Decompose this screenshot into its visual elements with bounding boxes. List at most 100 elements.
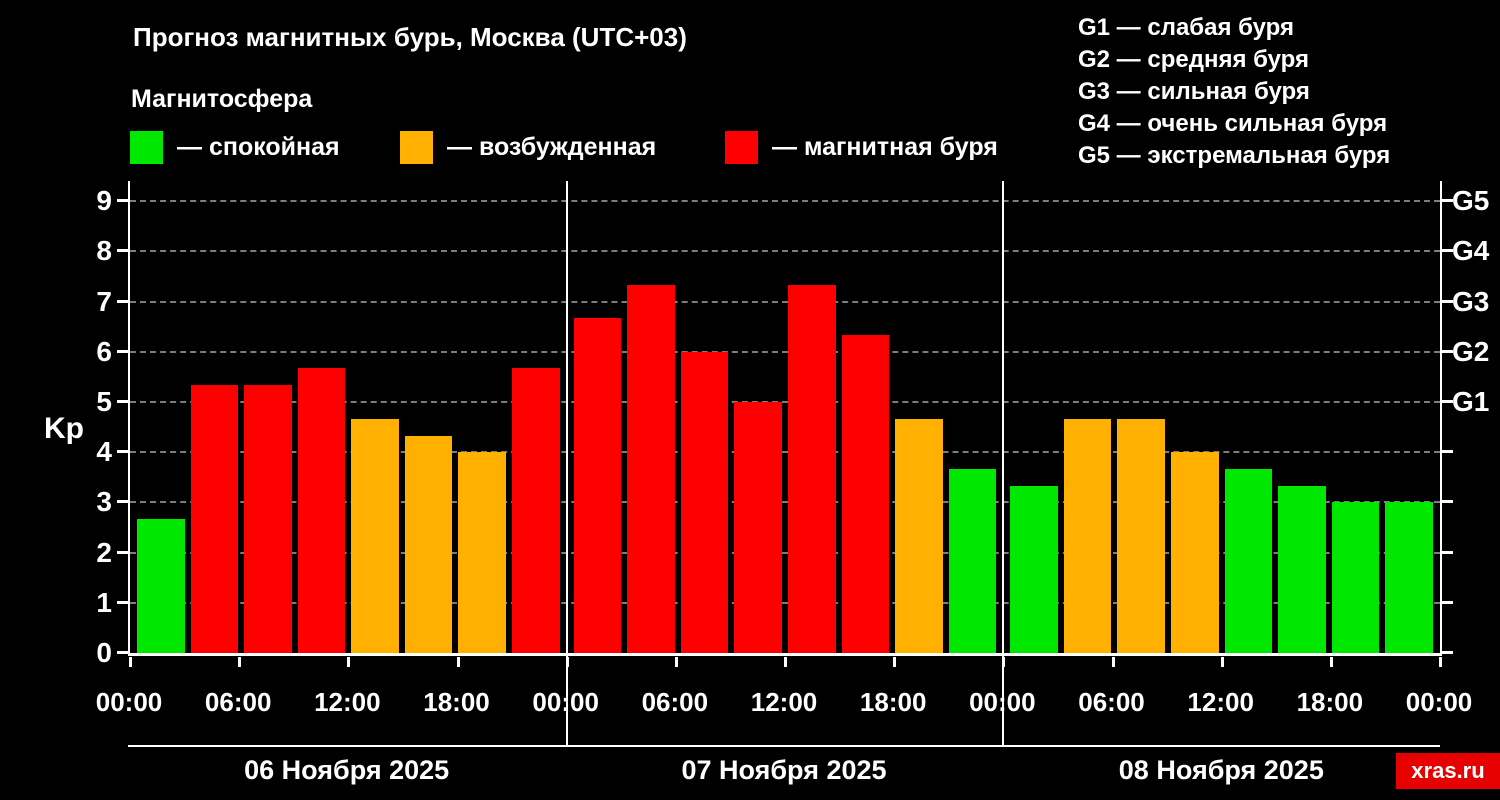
gridline <box>130 350 1440 353</box>
right-axis-g-labels: G1 G2 G3 G4 G5 <box>1452 181 1498 653</box>
kp-bar <box>1385 502 1433 653</box>
x-tick-label: 18:00 <box>423 687 490 717</box>
plot-area <box>117 181 1453 747</box>
x-axis-tick <box>1329 657 1333 667</box>
y-axis-tick-right <box>1442 249 1453 253</box>
x-tick-label: 12:00 <box>1187 687 1254 717</box>
gridline <box>130 451 1440 454</box>
kp-bar <box>787 284 836 653</box>
kp-bar <box>458 452 507 653</box>
legend-item-storm: — магнитная буря <box>725 131 998 164</box>
y-tick-label: 6 <box>96 335 112 367</box>
legend-item-quiet: — спокойная <box>130 131 340 164</box>
kp-bar <box>1224 468 1273 653</box>
x-axis-tick-labels: 00:00 06:00 12:00 18:00 00:00 06:00 12:00 18:00… <box>96 687 1473 719</box>
x-axis-tick <box>1439 657 1442 667</box>
x-axis-tick <box>456 657 460 667</box>
legend-label-storm: — магнитная буря <box>772 133 998 161</box>
x-axis-tick <box>238 657 242 667</box>
gridline <box>130 551 1440 554</box>
kp-bar <box>1331 502 1380 653</box>
y-tick-label: 2 <box>96 536 112 568</box>
day-separator <box>565 181 568 747</box>
kp-bar <box>512 368 560 653</box>
kp-bar <box>627 284 675 653</box>
kp-bar <box>680 351 729 653</box>
day-separator <box>1002 181 1005 747</box>
x-axis-tick <box>1220 657 1224 667</box>
legend-label-excited: — возбужденная <box>447 133 657 161</box>
x-axis-tick <box>347 657 351 667</box>
date-axis: 06 Ноября 2025 07 Ноября 2025 08 Ноября 20… <box>128 745 1440 786</box>
excited-color-swatch <box>400 131 433 164</box>
kp-bar <box>948 468 997 653</box>
gridline <box>130 501 1440 504</box>
kp-bar <box>1117 418 1166 653</box>
g-scale-tick-label: G3 <box>1452 285 1490 317</box>
kp-bar <box>351 418 399 653</box>
y-axis-tick-right <box>1442 399 1453 403</box>
x-tick-label: 06:00 <box>1078 687 1145 717</box>
y-axis-tick-right <box>1442 199 1453 203</box>
y-tick-label: 3 <box>96 486 112 518</box>
y-axis-title: Kp <box>44 412 84 445</box>
gridline <box>130 400 1440 403</box>
y-tick-label: 8 <box>96 235 112 267</box>
y-tick-label: 4 <box>96 436 112 468</box>
x-axis-tick <box>674 657 678 667</box>
y-tick-label: 9 <box>96 185 112 217</box>
day-group <box>130 181 567 653</box>
g-scale-tick-label: G5 <box>1452 185 1490 217</box>
y-axis-tick <box>117 299 128 303</box>
y-tick-label: 0 <box>96 637 112 668</box>
y-axis-tick-right <box>1442 349 1453 353</box>
y-tick-label: 1 <box>96 586 112 618</box>
x-tick-label: 12:00 <box>314 687 381 717</box>
gridline <box>130 250 1440 253</box>
y-axis-tick-right <box>1442 651 1453 654</box>
x-tick-label: 00:00 <box>1405 687 1473 717</box>
storm-color-swatch <box>725 131 758 164</box>
x-tick-label: 06:00 <box>204 687 272 717</box>
y-axis-tick-right <box>1442 299 1453 303</box>
gridline <box>130 601 1440 604</box>
g-scale-tick-label: G1 <box>1452 385 1490 417</box>
kp-bar <box>1278 485 1326 653</box>
kp-bar <box>573 318 622 653</box>
date-label: 06 Ноября 2025 <box>128 745 566 786</box>
legend-item-excited: — возбужденная <box>400 131 656 164</box>
x-tick-label: 18:00 <box>859 687 927 717</box>
kp-bar <box>1010 485 1058 653</box>
kp-bar <box>1171 452 1219 653</box>
g-scale-tick-label: G2 <box>1452 335 1490 367</box>
y-axis-tick <box>117 550 128 554</box>
x-axis-tick <box>893 657 897 667</box>
x-axis-tick <box>129 657 132 667</box>
x-tick-label: 12:00 <box>750 687 818 717</box>
y-axis-tick <box>117 600 128 604</box>
g4-legend-line: G4 — очень сильная буря <box>1078 110 1388 137</box>
gridline <box>130 300 1440 303</box>
y-axis-tick <box>117 399 128 403</box>
y-tick-label: 5 <box>96 385 112 417</box>
y-axis-tick-right <box>1442 600 1453 604</box>
g1-legend-line: G1 — слабая буря <box>1078 14 1295 41</box>
magnetosphere-subtitle: Магнитосфера <box>131 85 313 113</box>
y-axis-tick-labels: 0 1 2 3 4 5 6 7 8 9 <box>0 181 118 668</box>
kp-bar <box>297 368 346 653</box>
kp-bar <box>841 335 890 653</box>
kp-bar <box>734 401 782 653</box>
day-group <box>1003 181 1440 653</box>
g-scale-legend: G1 — слабая буря G2 — средняя буря G3 — … <box>1078 12 1390 172</box>
date-label: 08 Ноября 2025 <box>1002 745 1440 786</box>
kp-bar <box>1063 418 1112 653</box>
legend-label-quiet: — спокойная <box>177 133 340 161</box>
xras-watermark: xras.ru <box>1396 753 1500 789</box>
page-title: Прогноз магнитных бурь, Москва (UTC+03) <box>133 22 687 52</box>
y-axis-tick <box>117 651 128 654</box>
date-label: 07 Ноября 2025 <box>565 745 1003 786</box>
y-axis-tick <box>117 450 128 454</box>
y-axis-tick <box>117 249 128 253</box>
day-group <box>567 181 1004 653</box>
